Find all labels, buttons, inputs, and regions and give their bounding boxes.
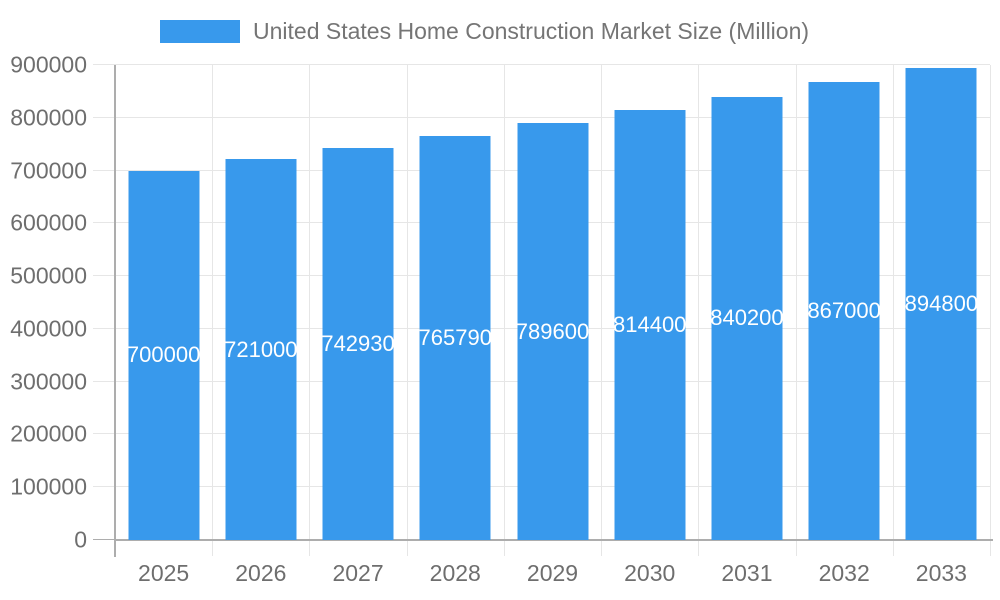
y-axis-label: 500000: [10, 262, 87, 289]
bar-2027[interactable]: 742930: [322, 147, 394, 540]
bar-2032[interactable]: 867000: [808, 82, 880, 540]
gridline-vertical: [406, 65, 408, 556]
y-axis-line: [114, 65, 116, 557]
x-axis-label-2031: 2031: [721, 560, 773, 586]
x-axis-label-2029: 2029: [526, 560, 579, 586]
y-axis-tick: [93, 327, 115, 329]
y-axis-tick: [93, 169, 115, 171]
y-axis-label: 300000: [10, 368, 87, 395]
y-axis-tick: [93, 64, 115, 65]
gridline-vertical: [795, 65, 797, 556]
gridline-vertical: [601, 65, 603, 556]
y-axis-label: 100000: [10, 473, 87, 500]
y-axis-label: 400000: [10, 315, 87, 342]
plot-area: 0 100000 200000 300000 400000 500000 600000 700…: [10, 53, 993, 586]
bar-2031[interactable]: 840200: [711, 96, 783, 540]
bar-value-label: 765790: [419, 324, 491, 350]
gridline-vertical: [990, 65, 991, 556]
bar-value-label: 840200: [711, 305, 783, 331]
bar-2026[interactable]: 721000: [225, 159, 297, 540]
gridline-horizontal: [115, 64, 990, 65]
x-axis-label-2026: 2026: [235, 560, 287, 586]
y-axis-tick: [93, 380, 115, 382]
y-axis-tick: [93, 539, 115, 540]
y-axis-label: 200000: [10, 420, 87, 447]
bar-value-label: 867000: [808, 298, 880, 324]
gridline-horizontal: [115, 116, 990, 118]
y-axis-label: 800000: [10, 104, 87, 131]
y-axis-label: 600000: [10, 209, 87, 236]
y-axis-tick: [93, 486, 115, 488]
bar-value-label: 814400: [614, 312, 686, 338]
gridline-vertical: [503, 65, 505, 556]
bar-value-label: 700000: [128, 342, 200, 368]
y-axis-tick: [93, 222, 115, 224]
bar-2028[interactable]: 765790: [419, 135, 491, 540]
y-axis-tick: [93, 433, 115, 435]
y-axis-label: 0: [74, 526, 87, 553]
y-axis-tick: [93, 116, 115, 118]
bar-2030[interactable]: 814400: [614, 110, 686, 540]
x-axis-label-2033: 2033: [915, 560, 967, 586]
x-axis-line: [114, 539, 993, 541]
x-axis-label-2030: 2030: [624, 560, 676, 586]
x-axis-label-2028: 2028: [429, 560, 481, 586]
bar-value-label: 894800: [905, 290, 977, 316]
y-axis-label: 900000: [10, 51, 87, 78]
x-axis-label-2032: 2032: [818, 560, 870, 586]
gridline-vertical: [309, 65, 311, 556]
y-axis-label: 700000: [10, 157, 87, 184]
legend-label: United States Home Construction Market S…: [253, 18, 810, 44]
x-axis-label-2027: 2027: [332, 560, 384, 586]
gridline-vertical: [892, 65, 894, 556]
bar-value-label: 742930: [322, 330, 394, 356]
bar-value-label: 721000: [225, 336, 297, 362]
x-axis-label-2025: 2025: [138, 560, 190, 586]
y-axis-tick: [93, 275, 115, 277]
bar-2025[interactable]: 700000: [128, 170, 200, 540]
bar-value-label: 789600: [517, 318, 588, 344]
bar-2029[interactable]: 789600: [517, 123, 588, 540]
bar-2033[interactable]: 894800: [905, 67, 977, 540]
legend-swatch: [160, 19, 240, 43]
gridline-vertical: [698, 65, 700, 556]
gridline-vertical: [212, 65, 214, 556]
legend: United States Home Construction Market S…: [160, 18, 809, 44]
